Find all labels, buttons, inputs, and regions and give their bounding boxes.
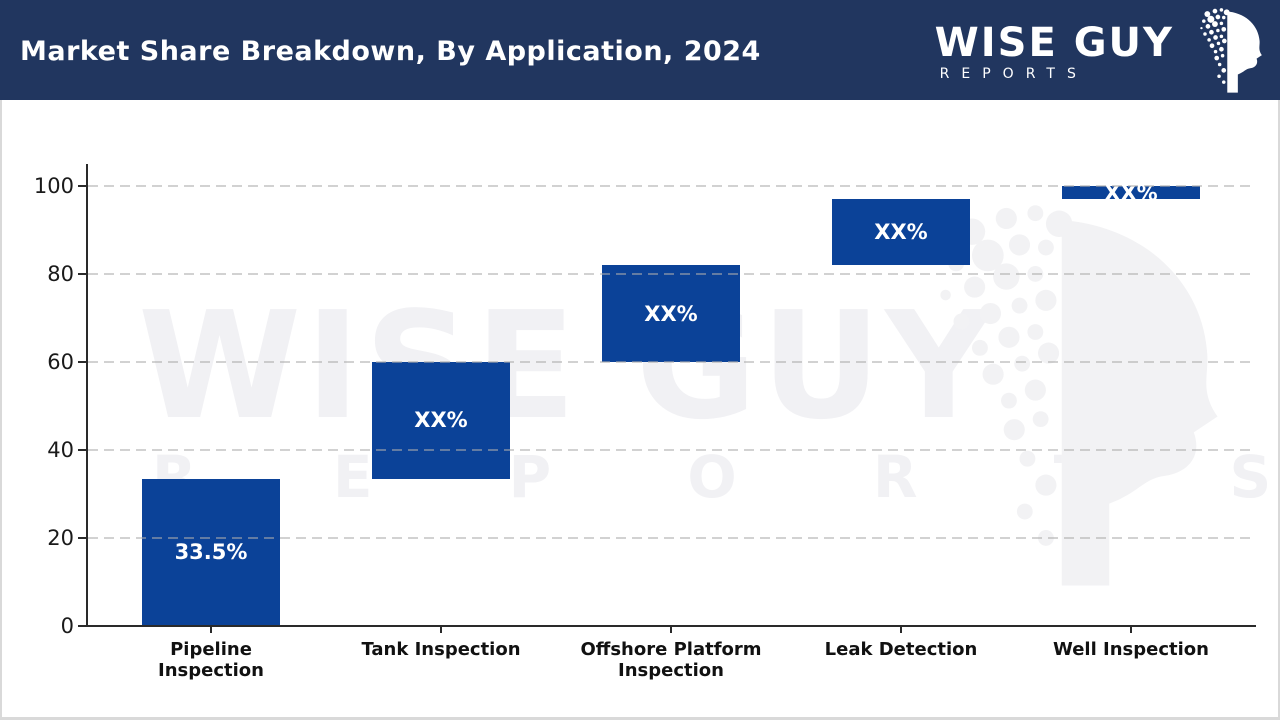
x-category-label: Pipeline Inspection [158,639,264,681]
y-tick-mark [78,185,86,187]
bar: XX% [1062,186,1200,200]
y-tick-label: 60 [47,350,74,374]
bar-value-label: 33.5% [174,540,248,565]
x-category-label: Leak Detection [824,639,978,660]
y-tick-label: 40 [47,438,74,462]
x-tick-mark [1130,627,1132,633]
y-tick-label: 0 [60,614,74,638]
bar-value-label: XX% [414,408,468,433]
x-tick-mark [670,627,672,633]
bar-value-label: XX% [1104,186,1158,200]
y-tick-mark [78,537,86,539]
logo-text: WISE GUY REPORTS [935,21,1174,82]
wise-guy-logo: WISE GUY REPORTS [935,6,1266,96]
logo-subtitle: REPORTS [939,65,1088,82]
chart-title: Market Share Breakdown, By Application, … [20,36,761,67]
y-tick-label: 100 [33,174,74,198]
x-category-label: Tank Inspection [361,639,521,660]
x-tick-mark [210,627,212,633]
grid-line [88,273,1256,275]
grid-line [88,185,1256,187]
bar: 33.5% [142,478,280,626]
bar-value-label: XX% [644,301,698,326]
grid-line [88,449,1256,451]
x-tick-mark [900,627,902,633]
bar-value-label: XX% [874,220,928,245]
y-tick-mark [78,625,86,627]
y-tick-label: 20 [47,526,74,550]
grid-line [88,361,1256,363]
x-category-label: Well Inspection [1053,639,1209,660]
y-tick-mark [78,273,86,275]
x-axis-spine [86,625,1256,627]
bar: XX% [832,199,970,266]
bar: XX% [372,362,510,479]
x-category-label: Offshore Platform Inspection [580,639,762,681]
bar: XX% [602,265,740,362]
y-tick-label: 80 [47,262,74,286]
x-tick-mark [440,627,442,633]
y-axis-spine [86,164,88,627]
grid-line [88,537,1256,539]
y-tick-mark [78,361,86,363]
logo-face-icon [1200,8,1262,93]
logo-wordmark: WISE GUY [934,19,1174,66]
y-tick-mark [78,449,86,451]
header-bar: Market Share Breakdown, By Application, … [0,0,1280,100]
